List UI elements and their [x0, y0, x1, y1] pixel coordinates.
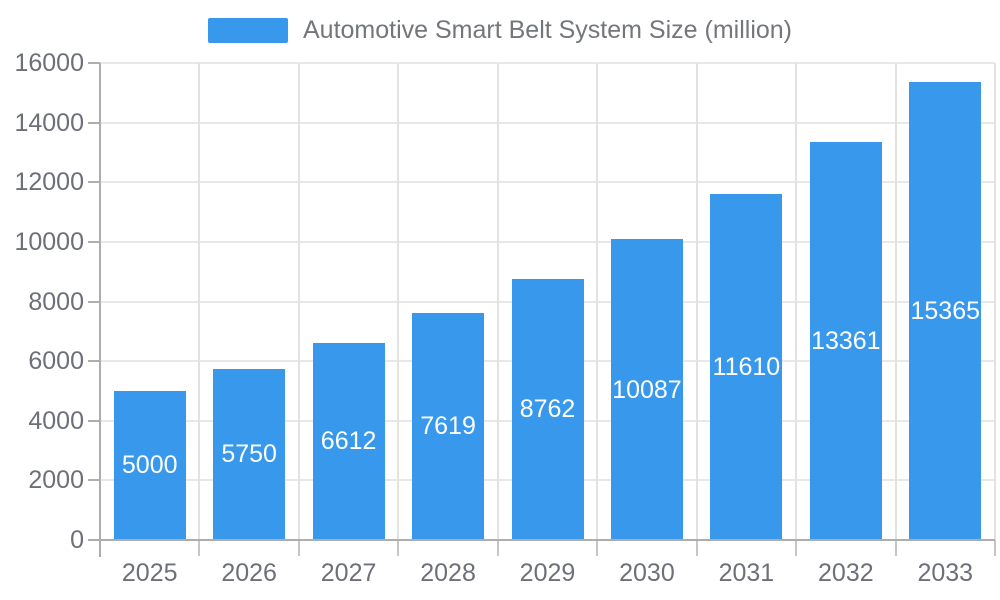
- x-axis-tick: [994, 540, 996, 556]
- x-axis-tick: [894, 540, 897, 556]
- bar-2031[interactable]: [710, 193, 783, 540]
- x-tick-label: 2031: [718, 559, 775, 587]
- x-gridline: [894, 63, 897, 540]
- x-tick-label: 2028: [420, 559, 476, 587]
- y-axis-tick: [88, 121, 100, 124]
- bar-2030[interactable]: [610, 239, 683, 540]
- x-tick-label: 2025: [121, 559, 178, 587]
- y-tick-label: 16000: [14, 49, 84, 77]
- x-axis-tick: [695, 540, 698, 556]
- y-gridline: [100, 181, 995, 184]
- bar-value-label: 15365: [910, 296, 981, 325]
- legend-swatch-icon: [207, 18, 288, 43]
- bar-value-label: 10087: [612, 375, 682, 404]
- y-tick-label: 4000: [28, 406, 84, 435]
- y-tick-label: 6000: [28, 347, 84, 376]
- x-axis-tick: [297, 540, 300, 556]
- x-tick-label: 2033: [917, 559, 974, 587]
- bar-value-label: 7619: [420, 412, 476, 441]
- x-tick-label: 2032: [818, 559, 874, 587]
- x-gridline: [695, 63, 698, 540]
- bar-2032[interactable]: [809, 141, 882, 540]
- x-tick-label: 2026: [221, 559, 277, 587]
- x-tick-label: 2029: [519, 559, 576, 587]
- x-axis-tick: [795, 540, 798, 556]
- x-gridline: [994, 63, 996, 540]
- x-gridline: [297, 63, 300, 540]
- y-axis-tick: [88, 419, 100, 422]
- y-gridline: [100, 240, 995, 243]
- bar-value-label: 5750: [221, 440, 277, 469]
- x-gridline: [496, 63, 499, 540]
- y-axis-tick: [88, 62, 100, 64]
- bar-value-label: 5000: [121, 451, 178, 480]
- bar-value-label: 8762: [519, 395, 576, 424]
- x-tick-label: 2027: [320, 559, 377, 587]
- y-axis-tick: [88, 360, 100, 363]
- x-tick-label: 2030: [619, 559, 675, 587]
- legend[interactable]: Automotive Smart Belt System Size (milli…: [0, 16, 1000, 45]
- y-tick-label: 14000: [14, 108, 84, 137]
- bar-value-label: 11610: [712, 352, 781, 381]
- y-axis-tick: [88, 479, 100, 482]
- bar-2027[interactable]: [312, 342, 385, 540]
- x-gridline: [795, 63, 798, 540]
- y-gridline: [100, 62, 995, 64]
- y-tick-label: 2000: [28, 466, 84, 495]
- y-axis-tick: [88, 539, 100, 541]
- y-axis-tick: [88, 300, 100, 303]
- y-axis-tick: [88, 181, 100, 184]
- y-axis-tick: [88, 240, 100, 243]
- bar-2028[interactable]: [412, 312, 485, 540]
- x-axis-tick: [198, 540, 201, 556]
- bar-2025[interactable]: [113, 390, 186, 540]
- legend-label: Automotive Smart Belt System Size (milli…: [302, 16, 793, 44]
- y-gridline: [100, 121, 995, 124]
- bar-2029[interactable]: [511, 278, 584, 540]
- bar-value-label: 13361: [811, 326, 881, 355]
- y-tick-label: 0: [70, 526, 84, 554]
- y-tick-label: 8000: [28, 287, 84, 316]
- y-axis-line: [99, 63, 101, 557]
- bar-value-label: 6612: [320, 427, 377, 456]
- y-tick-label: 12000: [14, 168, 84, 197]
- x-gridline: [198, 63, 201, 540]
- x-axis-line: [100, 539, 995, 541]
- x-gridline: [397, 63, 400, 540]
- bar-2026[interactable]: [213, 368, 286, 540]
- bar-2033[interactable]: [909, 81, 982, 540]
- x-axis-tick: [596, 540, 599, 556]
- x-gridline: [596, 63, 599, 540]
- x-axis-tick: [397, 540, 400, 556]
- y-tick-label: 10000: [14, 227, 84, 256]
- x-axis-tick: [496, 540, 499, 556]
